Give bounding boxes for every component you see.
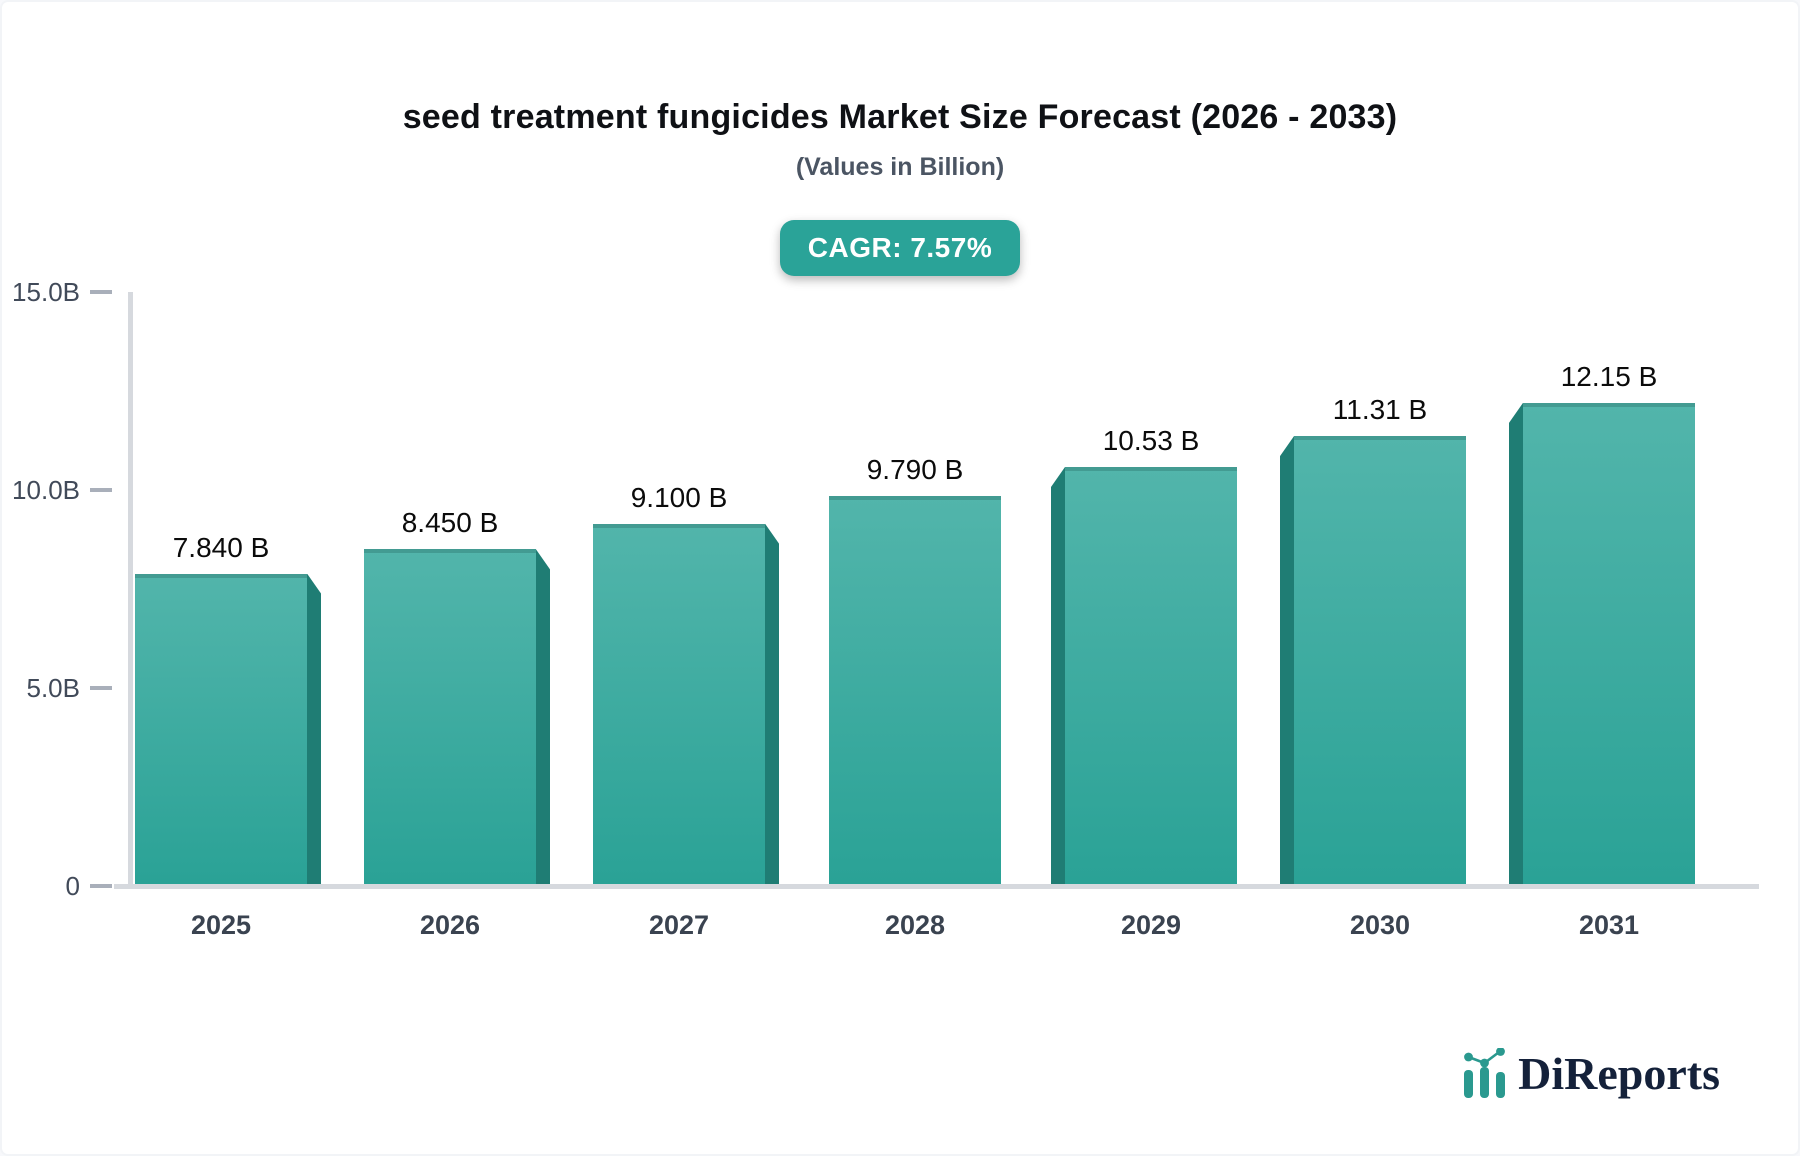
bar-face-2026 bbox=[364, 549, 536, 884]
brand-name: DiReports bbox=[1518, 1048, 1720, 1099]
bar-value-label-2026: 8.450 B bbox=[401, 507, 499, 539]
bar-value-label-2031: 12.15 B bbox=[1560, 360, 1658, 392]
x-axis-label-2030: 2030 bbox=[1349, 910, 1411, 940]
y-tick-label-15.0B: 15.0B bbox=[12, 277, 80, 307]
bar-2025: 7.840 B 2025 bbox=[135, 532, 326, 940]
y-tick-dash-10.0B bbox=[90, 488, 112, 492]
x-axis-label-2029: 2029 bbox=[1120, 910, 1182, 940]
chart-title: seed treatment fungicides Market Size Fo… bbox=[402, 98, 1398, 136]
bar-2027: 9.100 B 2027 bbox=[593, 482, 784, 940]
bar-face-2027 bbox=[593, 523, 765, 884]
x-axis-label-2026: 2026 bbox=[419, 910, 481, 940]
bar-side-2025 bbox=[307, 573, 321, 884]
y-tick-dash-5.0B bbox=[90, 686, 112, 690]
bar-face-2028 bbox=[829, 496, 1001, 884]
bar-side-2026 bbox=[536, 549, 550, 884]
bar-value-label-2028: 9.790 B bbox=[866, 454, 964, 486]
bar-chart-logo-icon bbox=[1464, 1047, 1506, 1098]
y-tick-label-5.0B: 5.0B bbox=[26, 673, 81, 703]
bar-2029: 10.53 B 2029 bbox=[1051, 425, 1242, 940]
bar-2030: 11.31 B 2030 bbox=[1280, 394, 1471, 940]
x-axis-label-2025: 2025 bbox=[190, 910, 252, 940]
bar-value-label-2030: 11.31 B bbox=[1332, 394, 1428, 426]
bar-side-2030 bbox=[1280, 436, 1294, 884]
bar-face-2031 bbox=[1523, 402, 1695, 884]
bar-face-2025 bbox=[135, 573, 307, 884]
y-tick-dash-0 bbox=[90, 884, 112, 888]
x-axis-baseline bbox=[114, 884, 1759, 889]
cagr-badge: CAGR: 7.57% bbox=[779, 220, 1021, 276]
bar-value-label-2027: 9.100 B bbox=[630, 481, 728, 513]
y-tick-dash-15.0B bbox=[90, 290, 112, 294]
y-tick-label-0: 0 bbox=[65, 871, 80, 901]
bar-2026: 8.450 B 2026 bbox=[364, 507, 555, 940]
brand-logo: DiReports bbox=[1462, 1047, 1720, 1100]
bar-side-2029 bbox=[1051, 467, 1065, 884]
cagr-badge-row: CAGR: 7.57% bbox=[2, 220, 1798, 276]
bar-value-label-2025: 7.840 B bbox=[172, 531, 270, 563]
x-axis-label-2027: 2027 bbox=[648, 910, 710, 940]
chart-subtitle: (Values in Billion) bbox=[795, 153, 1005, 181]
x-axis-label-2028: 2028 bbox=[884, 910, 946, 940]
bar-value-label-2029: 10.53 B bbox=[1102, 425, 1200, 457]
y-tick-label-10.0B: 10.0B bbox=[12, 475, 80, 505]
bar-2028: 9.790 B 2028 bbox=[822, 454, 1013, 940]
bar-2031: 12.15 B 2031 bbox=[1509, 361, 1700, 940]
bar-face-2029 bbox=[1065, 467, 1237, 884]
x-axis-label-2031: 2031 bbox=[1578, 910, 1640, 940]
bars-container: 7.840 B 2025 8.450 B 2026 9.100 B 2027 9.790 B… bbox=[135, 292, 1798, 940]
y-axis-line bbox=[128, 292, 133, 888]
bar-face-2030 bbox=[1294, 436, 1466, 884]
bar-side-2031 bbox=[1509, 402, 1523, 884]
plot-area: 15.0B 10.0B 5.0B 0 7.840 B 2025 8.450 B 2026 9.… bbox=[2, 277, 1798, 940]
bar-side-2027 bbox=[765, 523, 779, 884]
